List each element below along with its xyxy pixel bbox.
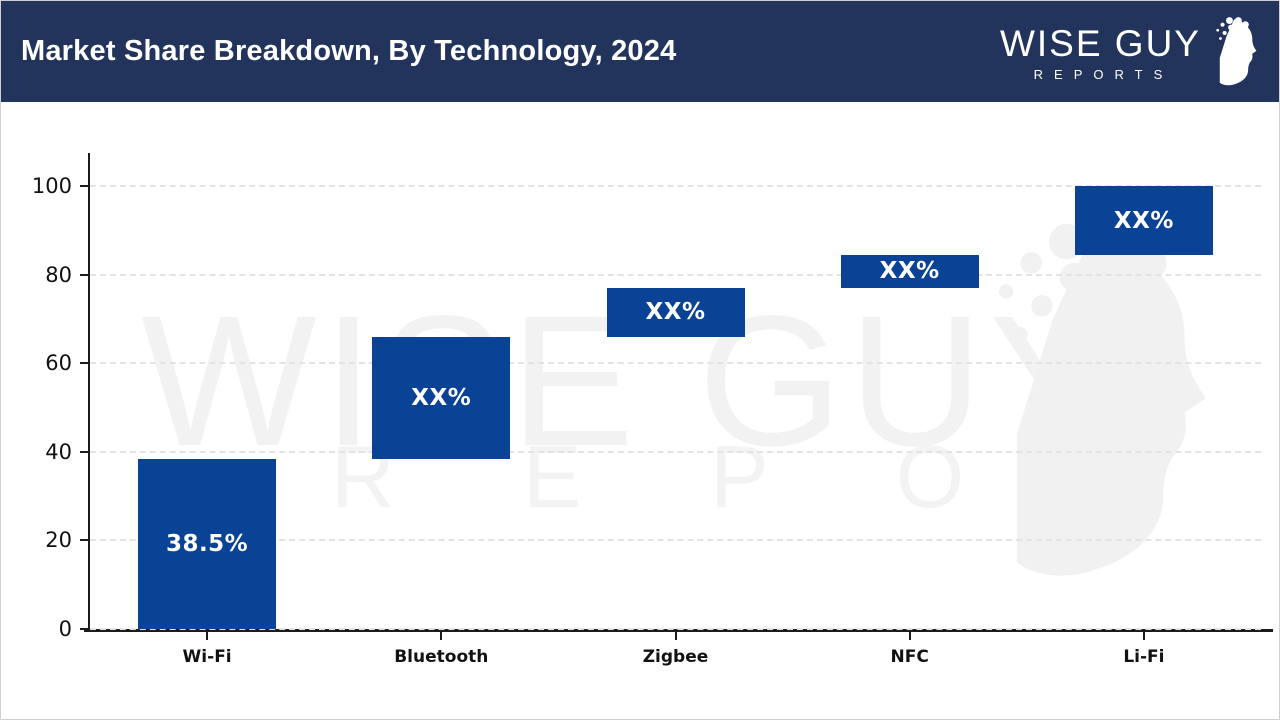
y-tick-label: 80	[45, 262, 72, 287]
logo-text: WISE GUY REPORTS	[1000, 25, 1201, 82]
y-tick	[80, 185, 88, 188]
x-tick	[908, 632, 911, 640]
gridline	[90, 273, 1261, 276]
wiseguy-head-icon	[1216, 17, 1257, 86]
y-tick	[80, 539, 88, 542]
y-tick	[80, 628, 88, 630]
bar-nfc: XX%	[840, 254, 979, 289]
header-bar: Market Share Breakdown, By Technology, 2…	[1, 1, 1279, 102]
bar-li-fi: XX%	[1074, 186, 1213, 255]
y-tick-label: 0	[58, 617, 72, 641]
y-axis-line	[88, 153, 90, 632]
page-title: Market Share Breakdown, By Technology, 2…	[21, 35, 677, 67]
y-tick-label: 100	[31, 174, 72, 199]
gridline	[90, 628, 1261, 630]
x-category-label: Bluetooth	[394, 647, 489, 667]
y-tick-label: 20	[45, 528, 72, 553]
x-category-label: Wi-Fi	[182, 647, 232, 667]
x-tick	[206, 632, 209, 640]
x-category-label: Li-Fi	[1123, 647, 1165, 667]
gridline	[90, 362, 1261, 365]
x-category-label: NFC	[890, 647, 929, 667]
x-tick	[674, 632, 677, 640]
bar-bluetooth: XX%	[372, 336, 511, 459]
y-tick-label: 40	[45, 439, 72, 464]
y-tick	[80, 273, 88, 276]
y-tick	[80, 362, 88, 365]
bar-value-label: 38.5%	[165, 530, 249, 557]
bar-value-label: XX%	[1113, 207, 1174, 234]
x-tick	[1142, 632, 1145, 640]
bar-value-label: XX%	[645, 299, 706, 326]
plot-area: 0 20 40 60 80 100 38.5% Wi-Fi XX% Bluetooth XX% Zig…	[32, 153, 1273, 667]
gridline	[90, 539, 1261, 542]
logo-name: WISE GUY	[999, 22, 1201, 64]
y-tick	[80, 450, 88, 453]
x-category-label: Zigbee	[642, 647, 709, 667]
logo-tagline: REPORTS	[1033, 66, 1174, 82]
x-tick	[440, 632, 443, 640]
wiseguy-logo: WISE GUY REPORTS	[1000, 15, 1265, 91]
bar-value-label: XX%	[879, 258, 940, 285]
gridline	[90, 185, 1261, 188]
bar-zigbee: XX%	[606, 288, 745, 337]
x-axis-line	[84, 629, 1273, 632]
bar-wi-fi: 38.5%	[138, 458, 277, 629]
y-tick-label: 60	[45, 351, 72, 376]
gridline	[90, 450, 1261, 453]
bar-value-label: XX%	[411, 384, 472, 411]
